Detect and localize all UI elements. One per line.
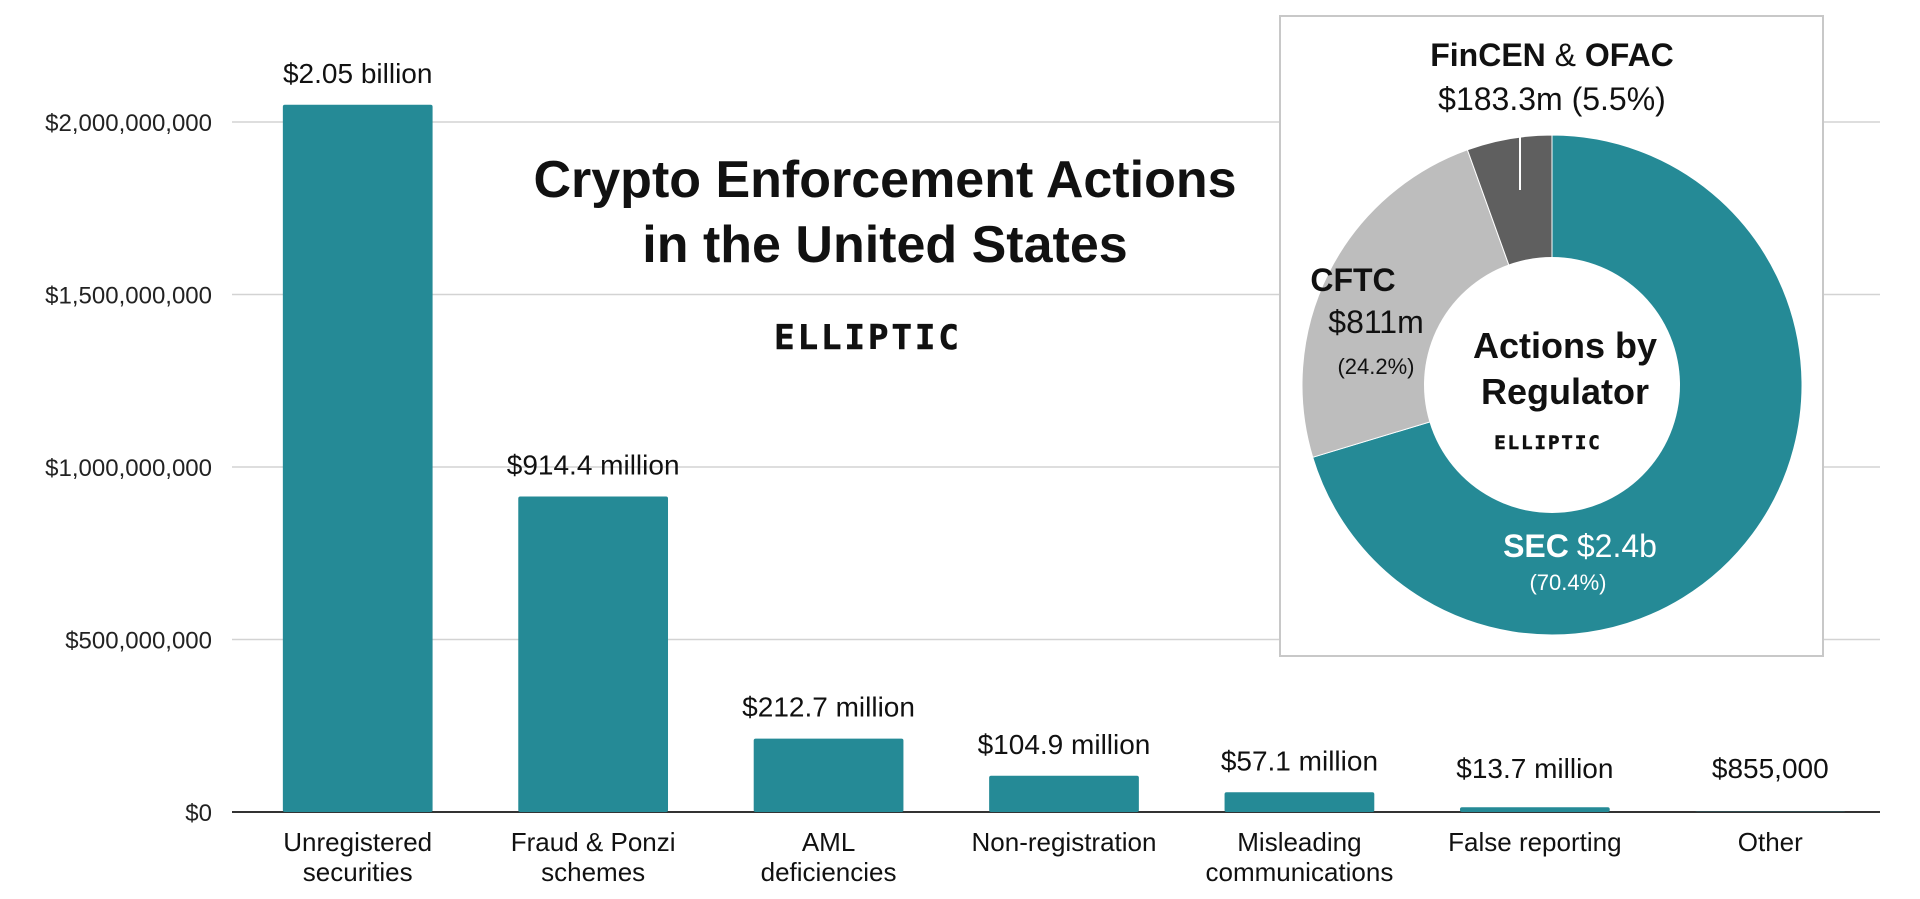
x-category-label: False reporting — [1448, 827, 1621, 857]
bar — [518, 496, 669, 812]
bar — [282, 104, 433, 812]
sec-name: SEC — [1503, 528, 1569, 564]
sec-label-line: SEC $2.4b — [1503, 528, 1657, 564]
bars — [282, 104, 1846, 812]
y-tick-label: $1,500,000,000 — [45, 283, 212, 310]
y-tick-label: $2,000,000,000 — [45, 110, 212, 137]
x-category-line: Misleading — [1237, 827, 1361, 857]
donut-title-line-1: Actions by — [1473, 325, 1657, 366]
y-tick-label: $0 — [185, 800, 212, 827]
donut-elliptic-logo: ELLIPTIC — [1494, 432, 1602, 454]
x-category-line: communications — [1205, 857, 1393, 887]
cftc-percent: (24.2%) — [1337, 354, 1414, 379]
x-category-line: Non-registration — [972, 827, 1157, 857]
fincen-ofac-value: $183.3m (5.5%) — [1438, 81, 1666, 117]
bar-data-label: $914.4 million — [507, 450, 680, 481]
x-category-line: Other — [1738, 827, 1803, 857]
cftc-value: $811m — [1328, 304, 1423, 340]
x-category-label: Non-registration — [972, 827, 1157, 857]
x-axis-categories: Unregistered securities Fraud & Ponzi schem… — [283, 827, 1803, 887]
x-category-label: Misleading communications — [1205, 827, 1393, 887]
x-category-line: AML — [802, 827, 855, 857]
elliptic-logo: ELLIPTIC — [774, 318, 962, 358]
donut-title-line-2: Regulator — [1481, 371, 1649, 412]
fincen-amp: & — [1546, 37, 1585, 73]
x-category-label: AML deficiencies — [761, 827, 897, 887]
bar-data-label: $2.05 billion — [283, 58, 432, 89]
x-category-line: securities — [303, 857, 413, 887]
donut-chart — [1301, 134, 1803, 636]
bar — [753, 738, 904, 812]
sec-percent: (70.4%) — [1529, 570, 1606, 595]
bar-data-label: $57.1 million — [1221, 745, 1378, 776]
y-tick-label: $500,000,000 — [65, 628, 212, 655]
donut-hole — [1424, 257, 1680, 513]
fincen-ofac-label: FinCEN & OFAC — [1430, 37, 1674, 73]
bar-data-label: $855,000 — [1712, 753, 1829, 784]
cftc-label: CFTC — [1310, 262, 1395, 298]
bar-data-label: $212.7 million — [742, 692, 915, 723]
bar — [989, 775, 1139, 812]
x-category-label: Fraud & Ponzi schemes — [511, 827, 676, 887]
bar-data-label: $104.9 million — [978, 729, 1151, 760]
bar-chart-title: Crypto Enforcement Actions in the United… — [533, 151, 1236, 274]
fincen-name: FinCEN — [1430, 37, 1546, 73]
x-category-line: Fraud & Ponzi — [511, 827, 676, 857]
bar — [1224, 792, 1375, 812]
bar — [1459, 807, 1610, 812]
x-category-line: False reporting — [1448, 827, 1621, 857]
x-category-line: Unregistered — [283, 827, 432, 857]
x-category-label: Unregistered securities — [283, 827, 432, 887]
y-tick-label: $1,000,000,000 — [45, 455, 212, 482]
sec-value: $2.4b — [1577, 528, 1657, 564]
x-category-label: Other — [1738, 827, 1803, 857]
bar-chart-title-line-2: in the United States — [642, 216, 1127, 274]
x-category-line: deficiencies — [761, 857, 897, 887]
bar-data-label: $13.7 million — [1456, 753, 1613, 784]
bar-data-labels: $2.05 billion $914.4 million $212.7 millio… — [283, 58, 1829, 784]
y-axis-ticks: $0 $500,000,000 $1,000,000,000 $1,500,000,0… — [45, 110, 212, 827]
ofac-name: OFAC — [1585, 37, 1674, 73]
bar-chart-title-line-1: Crypto Enforcement Actions — [533, 151, 1236, 209]
x-category-line: schemes — [541, 857, 645, 887]
